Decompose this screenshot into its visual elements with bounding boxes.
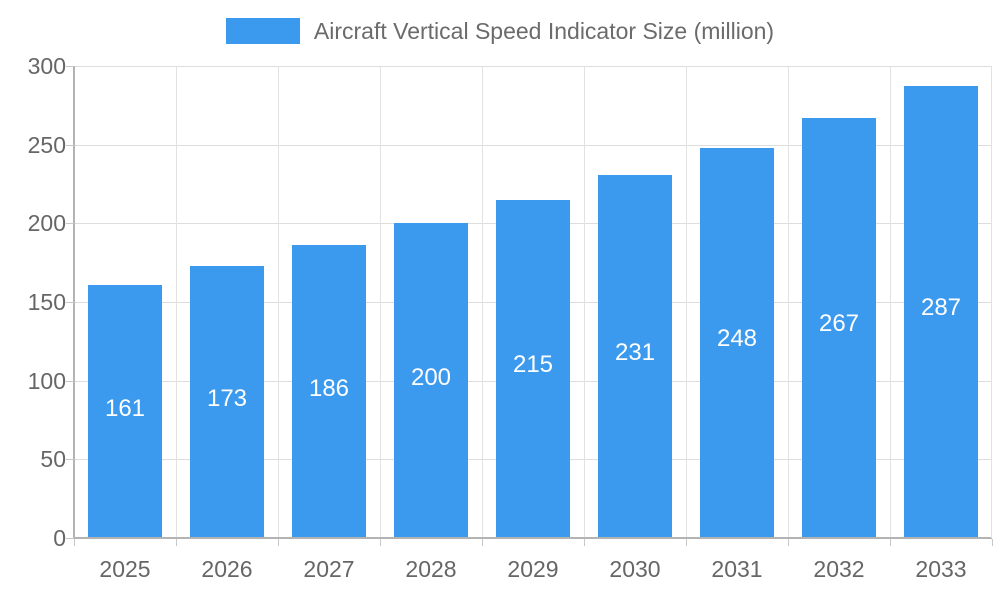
y-axis-tick-label: 100 — [27, 367, 66, 394]
y-gridline — [74, 66, 992, 67]
y-tick-mark — [66, 459, 74, 461]
bar[interactable] — [394, 223, 468, 538]
x-gridline — [788, 66, 789, 538]
plot-right-edge — [991, 66, 992, 538]
x-axis-tick-label: 2032 — [813, 556, 865, 582]
x-gridline — [176, 66, 177, 538]
x-axis-tick-label: 2026 — [201, 556, 253, 582]
x-tick-mark — [278, 539, 279, 546]
bar-value-label: 248 — [716, 325, 758, 352]
x-axis-line — [74, 537, 992, 539]
x-axis-tick-label: 2030 — [609, 556, 661, 582]
bar-value-label: 231 — [614, 338, 656, 366]
bar[interactable] — [700, 147, 774, 538]
bar[interactable] — [88, 284, 162, 538]
y-tick-mark — [66, 144, 74, 146]
bar[interactable] — [598, 174, 672, 538]
chart-legend: Aircraft Vertical Speed Indicator Size (… — [0, 14, 1000, 48]
y-axis-tick-label: 50 — [40, 446, 66, 473]
y-axis-tick-label: 0 — [53, 525, 66, 551]
y-axis-line — [73, 66, 75, 539]
bar-value-label: 287 — [920, 293, 962, 321]
bar-value-label: 161 — [104, 394, 146, 422]
x-axis-tick-label: 2025 — [99, 556, 151, 582]
x-tick-mark — [74, 539, 75, 546]
y-axis-tick-label: 300 — [27, 53, 66, 79]
bar-value-label: 200 — [410, 363, 452, 391]
x-tick-mark — [788, 539, 789, 546]
bar-value-label: 186 — [308, 374, 350, 402]
y-tick-mark — [66, 302, 74, 303]
x-axis-tick-label: 2031 — [711, 556, 763, 582]
x-gridline — [278, 66, 279, 538]
y-tick-mark — [66, 538, 74, 539]
bar[interactable] — [292, 245, 366, 538]
legend-label[interactable]: Aircraft Vertical Speed Indicator Size (… — [313, 18, 775, 44]
y-gridline — [74, 144, 992, 146]
y-axis-tick-label: 200 — [27, 210, 66, 237]
x-gridline — [686, 66, 687, 538]
y-tick-mark — [66, 66, 74, 67]
bar[interactable] — [802, 117, 876, 538]
x-tick-mark — [176, 539, 177, 546]
x-gridline — [584, 66, 585, 538]
plot-area: 161 173 186 200 215 231 248 267 287 — [74, 66, 992, 539]
legend-color-swatch[interactable] — [225, 18, 300, 44]
y-tick-mark — [66, 223, 74, 225]
bar-value-label: 173 — [206, 385, 248, 413]
x-axis-tick-label: 2028 — [405, 556, 457, 582]
x-axis-tick-label: 2033 — [915, 556, 967, 582]
x-gridline — [482, 66, 483, 538]
x-gridline — [890, 66, 891, 538]
y-axis-tick-label: 150 — [27, 289, 66, 315]
bar-value-label: 267 — [818, 309, 860, 337]
x-tick-mark — [686, 539, 687, 546]
bar[interactable] — [190, 265, 264, 538]
x-gridline — [380, 66, 381, 538]
bar-value-label: 215 — [512, 351, 554, 379]
y-tick-mark — [66, 380, 74, 382]
y-axis-tick-label: 250 — [27, 131, 66, 158]
bar[interactable] — [496, 199, 570, 538]
x-tick-mark — [890, 539, 891, 546]
x-tick-mark — [380, 539, 381, 546]
x-tick-mark — [482, 539, 483, 546]
x-tick-mark — [584, 539, 585, 546]
bar[interactable] — [904, 86, 978, 538]
x-axis-tick-label: 2029 — [507, 556, 559, 582]
x-tick-mark — [992, 539, 993, 546]
x-axis-tick-label: 2027 — [303, 556, 355, 582]
